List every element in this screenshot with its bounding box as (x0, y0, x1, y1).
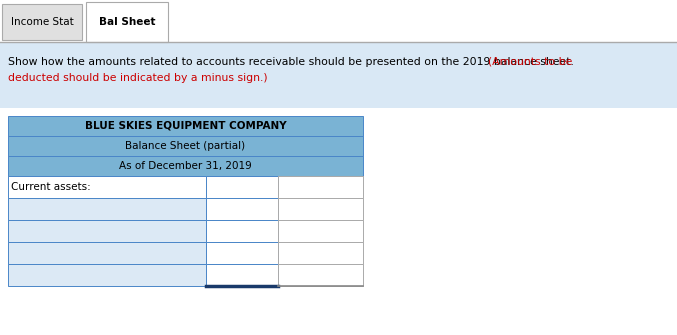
Text: Show how the amounts related to accounts receivable should be presented on the 2: Show how the amounts related to accounts… (8, 57, 577, 67)
Text: deducted should be indicated by a minus sign.): deducted should be indicated by a minus … (8, 73, 267, 83)
Bar (206, 176, 278, 198)
Bar (206, 242, 278, 264)
Bar (278, 176, 363, 198)
Bar (278, 198, 363, 220)
Bar (2, 4, 82, 40)
Bar (8, 116, 363, 136)
Text: BLUE SKIES EQUIPMENT COMPANY: BLUE SKIES EQUIPMENT COMPANY (85, 121, 286, 131)
Bar (86, 2, 168, 42)
Text: Income Stat: Income Stat (11, 17, 73, 27)
Bar (8, 242, 206, 264)
Text: (Amounts to be: (Amounts to be (488, 57, 572, 67)
Text: Balance Sheet (partial): Balance Sheet (partial) (125, 141, 246, 151)
Bar (8, 264, 206, 286)
Bar (206, 220, 278, 242)
Bar (206, 198, 278, 220)
Bar (8, 136, 363, 156)
Bar (8, 198, 206, 220)
Bar (8, 156, 363, 176)
Text: Current assets:: Current assets: (11, 182, 91, 192)
Bar (8, 176, 206, 198)
Bar (278, 264, 363, 286)
Bar (8, 220, 206, 242)
Text: As of December 31, 2019: As of December 31, 2019 (119, 161, 252, 171)
Bar (278, 242, 363, 264)
Bar (278, 220, 363, 242)
Bar (0, 43, 677, 108)
Text: Bal Sheet: Bal Sheet (99, 17, 155, 27)
Bar (206, 264, 278, 286)
